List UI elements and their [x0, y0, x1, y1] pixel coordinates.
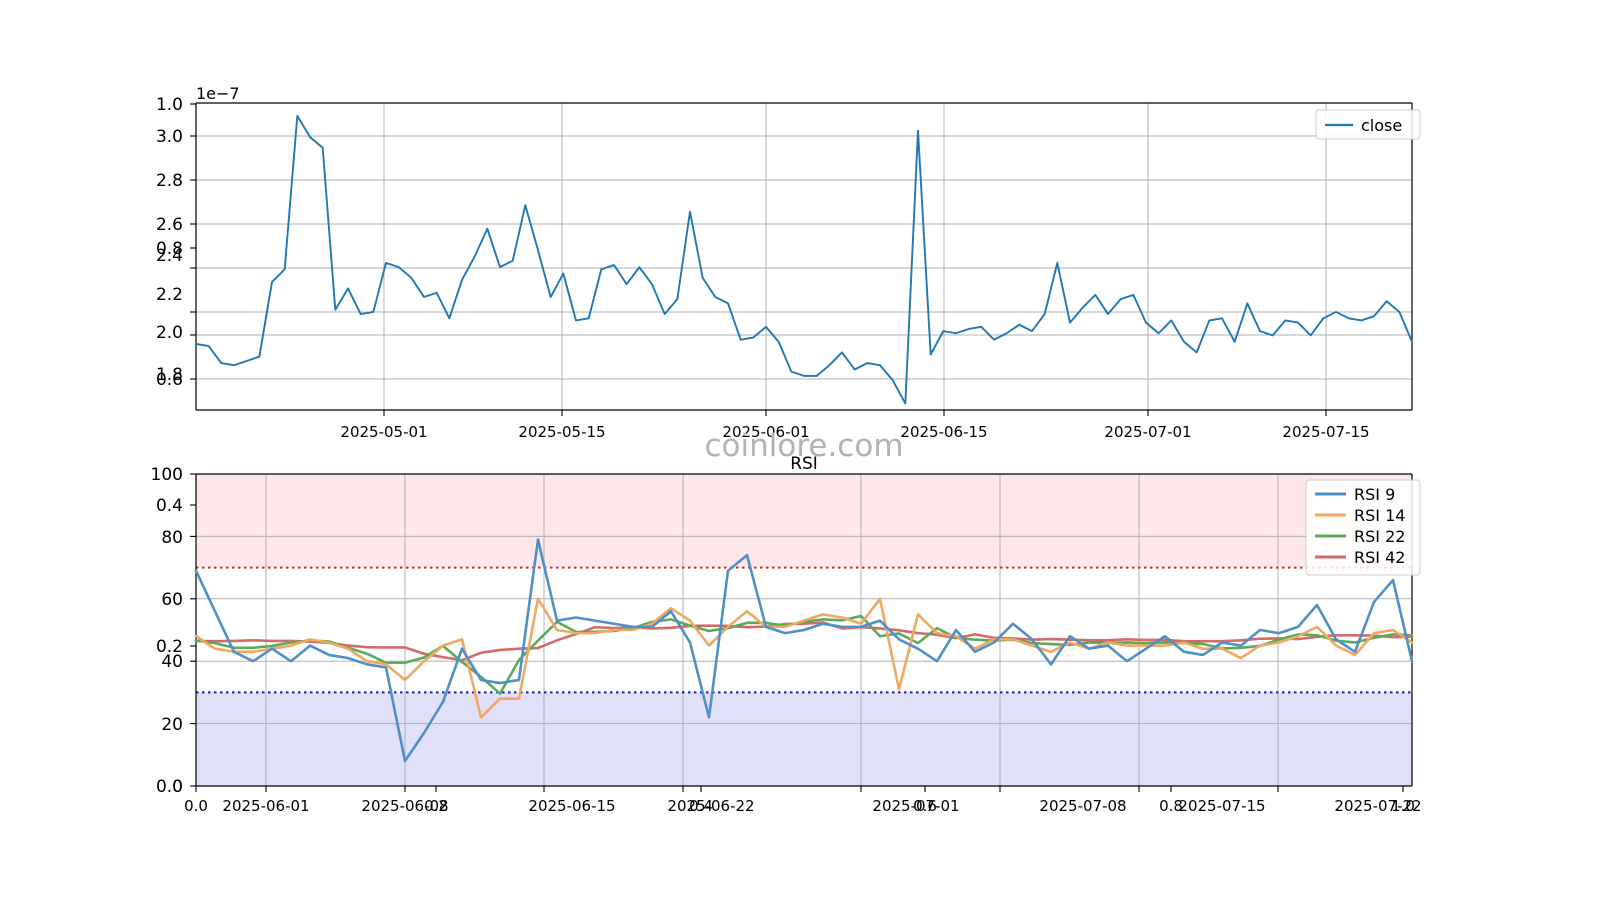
rsi-legend-box	[1305, 479, 1421, 576]
rsi-y-overlap-label-0-0: 0.0	[156, 777, 183, 797]
rsi-x-tick-0: 2025-06-01	[222, 797, 309, 815]
price-y-tick-2-2: 2.2	[156, 285, 183, 305]
price-legend-label-close: close	[1361, 116, 1402, 135]
rsi-legend-label-42: RSI 42	[1354, 548, 1405, 567]
price-x-tickmarks	[383, 410, 1327, 416]
price-y-tick-1-8: 1.8	[156, 365, 183, 385]
rsi-legend-label-9: RSI 9	[1354, 485, 1395, 504]
price-y-tick-2-8: 2.8	[156, 171, 183, 191]
rsi-axis-spines	[195, 473, 1413, 787]
price-y-tick-2-0: 2.0	[156, 323, 183, 343]
rsi-x-overlap-0-6: 0.6	[913, 797, 937, 815]
price-gridlines-vertical	[383, 103, 1327, 410]
rsi-x-tick-6: 2025-07-15	[1178, 797, 1265, 815]
price-y-overlap-labels: 1.0 0.8 0.6	[156, 95, 183, 390]
rsi-y-tick-40: 40	[161, 652, 183, 672]
rsi-y-tick-60: 60	[161, 590, 183, 610]
rsi-y-tick-0: 0	[172, 777, 183, 797]
price-y-tickmarks	[190, 103, 196, 380]
price-close-line	[195, 114, 1413, 405]
price-panel: 1e−7 1.0 0.8 0.6 3.0 2.8 2.6 2.4 2.2 2.0…	[156, 84, 1421, 441]
price-x-tick-0: 2025-05-01	[340, 423, 427, 441]
price-legend-box	[1315, 109, 1421, 140]
price-axis-spines	[195, 102, 1413, 411]
rsi-x-overlap-0-4: 0.4	[689, 797, 713, 815]
price-x-tick-4: 2025-07-01	[1104, 423, 1191, 441]
rsi-x-tick-1: 2025-06-08	[361, 797, 448, 815]
rsi-14-line	[194, 597, 1414, 719]
rsi-y-tick-20: 20	[161, 715, 183, 735]
rsi-legend-label-14: RSI 14	[1354, 506, 1405, 525]
rsi-overbought-band	[196, 474, 1412, 568]
price-x-tick-1: 2025-05-15	[518, 423, 605, 441]
rsi-y-tick-labels: 100 80 60 40 20 0	[151, 465, 183, 797]
rsi-x-tick-2: 2025-06-15	[528, 797, 615, 815]
price-y-overlap-label-0-8: 0.8	[156, 239, 183, 259]
price-y-overlap-label-0-6: 0.6	[156, 370, 183, 390]
rsi-panel-title: RSI	[790, 454, 818, 474]
rsi-legend-label-22: RSI 22	[1354, 527, 1405, 546]
rsi-y-overlap-labels: 0.4 0.2 0.0	[156, 496, 183, 797]
price-plot-background	[196, 103, 1412, 410]
price-x-tick-labels: 2025-05-01 2025-05-15 2025-06-01 2025-06…	[340, 423, 1369, 441]
price-y-tick-labels: 3.0 2.8 2.6 2.4 2.2 2.0 1.8	[156, 127, 183, 385]
price-y-overlap-label-1-0: 1.0	[156, 95, 183, 115]
watermark-coinlore: coinlore.com	[704, 428, 903, 464]
rsi-x-overlap-0-2: 0.2	[424, 797, 448, 815]
rsi-x-tick-5: 2025-07-08	[1039, 797, 1126, 815]
rsi-x-tick-4: 2025-07-01	[872, 797, 959, 815]
price-y-tick-3-0: 3.0	[156, 127, 183, 147]
rsi-9-line	[194, 538, 1414, 763]
rsi-x-tick-labels: 2025-06-01 2025-06-08 2025-06-15 2025-06…	[222, 797, 1421, 815]
rsi-y-tickmarks	[190, 473, 196, 787]
rsi-x-overlap-0-8: 0.8	[1159, 797, 1183, 815]
rsi-x-overlap-labels: 0.0 0.2 0.4 0.6 0.8 1.0	[184, 797, 1415, 815]
price-legend[interactable]: close	[1315, 109, 1421, 140]
rsi-panel: RSI 0.4 0.2 0.0 100 80 60 40 20 0 0.0 0.…	[151, 454, 1422, 815]
price-offset-label: 1e−7	[196, 84, 240, 103]
rsi-legend[interactable]: RSI 9 RSI 14 RSI 22 RSI 42	[1305, 479, 1421, 576]
rsi-x-overlap-0-0: 0.0	[184, 797, 208, 815]
rsi-y-overlap-label-0-2: 0.2	[156, 637, 183, 657]
rsi-x-overlap-1-0: 1.0	[1391, 797, 1415, 815]
rsi-y-tick-80: 80	[161, 528, 183, 548]
rsi-gridlines-vertical	[265, 474, 1279, 786]
rsi-x-tick-7: 2025-07-22	[1334, 797, 1421, 815]
price-x-tick-2: 2025-06-01	[722, 423, 809, 441]
rsi-42-line	[194, 621, 1414, 662]
rsi-x-tickmarks	[195, 786, 1404, 792]
rsi-y-overlap-label-0-4: 0.4	[156, 496, 183, 516]
price-y-tick-2-6: 2.6	[156, 215, 183, 235]
rsi-oversold-band	[196, 692, 1412, 786]
price-x-tick-5: 2025-07-15	[1282, 423, 1369, 441]
rsi-y-tick-100: 100	[151, 465, 183, 485]
price-y-tick-2-4: 2.4	[156, 246, 183, 266]
rsi-x-tick-3: 2025-06-22	[667, 797, 754, 815]
price-x-tick-3: 2025-06-15	[900, 423, 987, 441]
